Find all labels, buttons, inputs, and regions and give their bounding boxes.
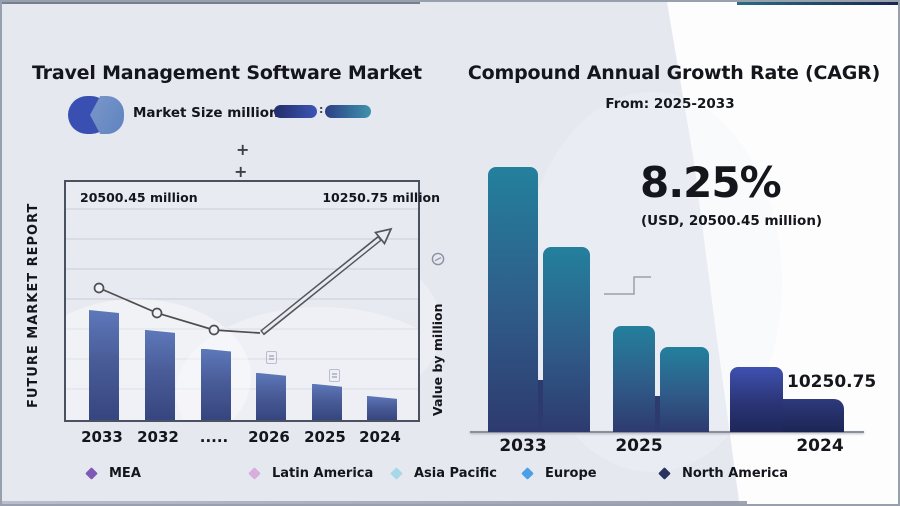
x-label: 2024 xyxy=(796,436,844,456)
diamond-marker xyxy=(521,467,534,480)
x-label: 2026 xyxy=(248,428,290,446)
bar-2024 xyxy=(367,395,397,420)
legend-label: Europe xyxy=(545,466,597,481)
annotation-end-value: 10250.75 million xyxy=(322,190,440,205)
cagr-basis: (USD, 20500.45 million) xyxy=(641,213,823,229)
ratio-pill-teal xyxy=(325,105,371,118)
x-label: 2025 xyxy=(615,436,663,456)
step-line-decoration xyxy=(604,276,651,295)
bar-2033 xyxy=(89,310,119,420)
x-label: ..... xyxy=(199,428,229,446)
legend-item-north-america: North America xyxy=(658,466,788,481)
value-axis-label: Value by million xyxy=(430,303,445,417)
x-label: 2024 xyxy=(359,428,401,446)
bar-2032 xyxy=(145,329,175,420)
bottom-edge-strip xyxy=(2,501,747,504)
bar-group-2033 xyxy=(488,167,590,432)
right-chart-title: Compound Annual Growth Rate (CAGR) xyxy=(467,62,881,84)
x-label: 2033 xyxy=(81,428,123,446)
x-label: 2025 xyxy=(304,428,346,446)
bar-2033-back xyxy=(543,246,590,432)
left-chart-title: Travel Management Software Market xyxy=(32,62,422,84)
left-bar-chart-panel: 20500.45 million 10250.75 million xyxy=(64,180,440,422)
bar-2026 xyxy=(256,372,286,420)
top-edge-line xyxy=(2,2,420,4)
future-market-report-label: FUTURE MARKET REPORT xyxy=(26,202,41,408)
bar-ellipsis xyxy=(201,348,231,420)
bar-group-2024 xyxy=(730,167,844,432)
bar-group-2025 xyxy=(613,167,709,432)
legend-item-europe: Europe xyxy=(521,466,597,481)
legend-label: North America xyxy=(682,466,788,481)
diamond-marker xyxy=(248,467,261,480)
legend-label: Asia Pacific xyxy=(414,466,498,481)
legend-item-asia-pacific: Asia Pacific xyxy=(390,466,498,481)
clock-icon xyxy=(431,252,445,266)
cagr-value: 8.25% xyxy=(640,158,782,207)
legend-item-latin-america: Latin America xyxy=(248,466,374,481)
cylinder-icon xyxy=(68,96,124,134)
plus-mark: + xyxy=(234,162,248,181)
document-icon xyxy=(266,351,277,364)
bar-value-annotation: 10250.75 xyxy=(787,372,877,392)
legend-item-mea: MEA xyxy=(85,466,141,481)
x-label: 2033 xyxy=(499,436,547,456)
bar-2033-front xyxy=(488,167,538,432)
diamond-marker xyxy=(85,467,98,480)
bar-2025-back xyxy=(660,347,709,432)
diamond-marker xyxy=(658,467,671,480)
right-chart-subtitle: From: 2025-2033 xyxy=(605,96,735,112)
ratio-pill-blue xyxy=(274,105,317,118)
diamond-marker xyxy=(390,467,403,480)
legend-label: Latin America xyxy=(272,466,374,481)
bar-2025-front xyxy=(613,326,655,432)
bar-2025 xyxy=(312,383,342,420)
market-size-legend-label: Market Size million xyxy=(133,105,279,121)
document-icon xyxy=(329,369,340,382)
legend-label: MEA xyxy=(109,466,141,481)
plus-mark: + xyxy=(236,140,250,159)
ratio-separator: : xyxy=(319,103,324,116)
annotation-max-value: 20500.45 million xyxy=(80,190,198,205)
top-right-edge-strip xyxy=(737,2,898,5)
bar-2024-back xyxy=(783,398,844,432)
x-label: 2032 xyxy=(137,428,179,446)
right-chart-axis xyxy=(470,431,864,433)
bar-2024-front xyxy=(730,367,783,432)
